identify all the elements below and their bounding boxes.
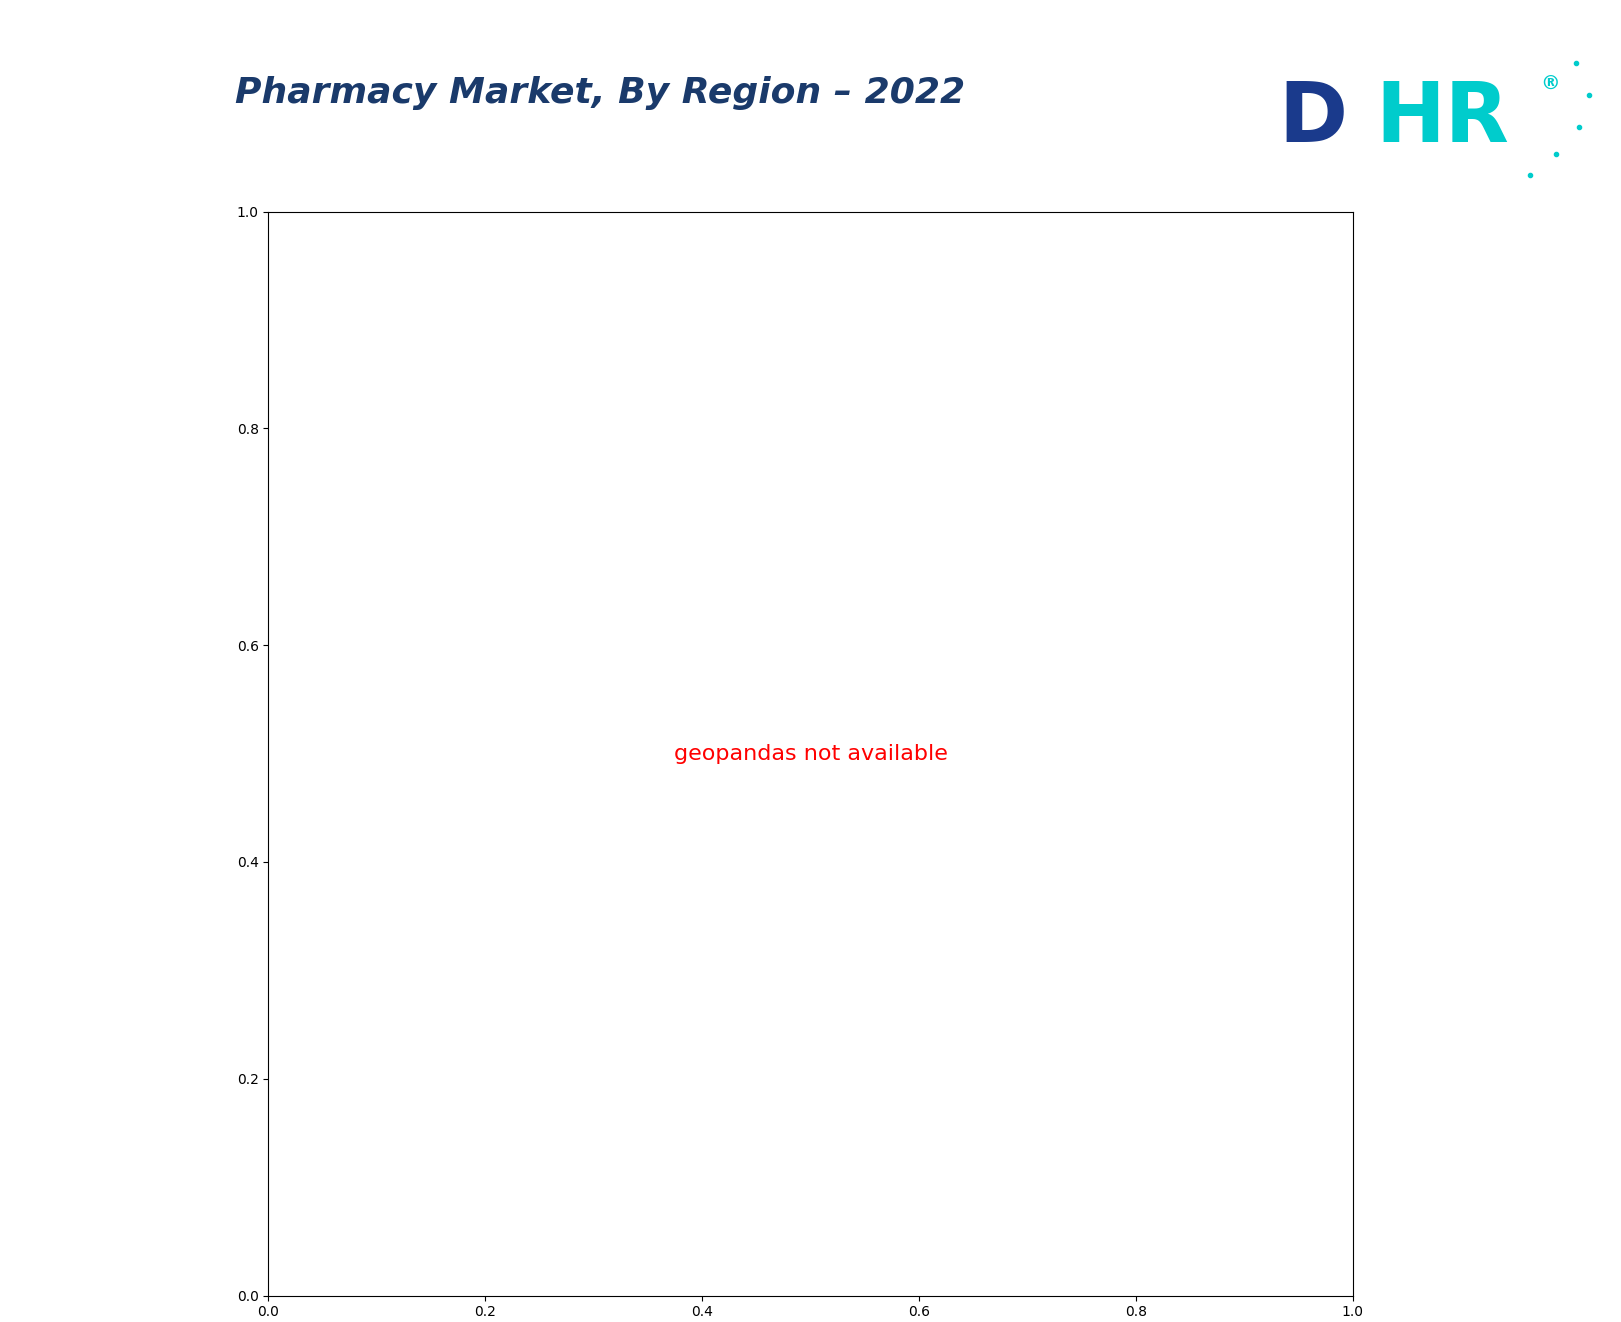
Text: HR: HR: [1376, 78, 1509, 160]
Text: ®: ®: [1540, 74, 1559, 94]
Text: Pharmacy Market, By Region – 2022: Pharmacy Market, By Region – 2022: [235, 75, 964, 110]
Text: D: D: [1279, 78, 1347, 160]
Text: geopandas not available: geopandas not available: [674, 743, 947, 764]
